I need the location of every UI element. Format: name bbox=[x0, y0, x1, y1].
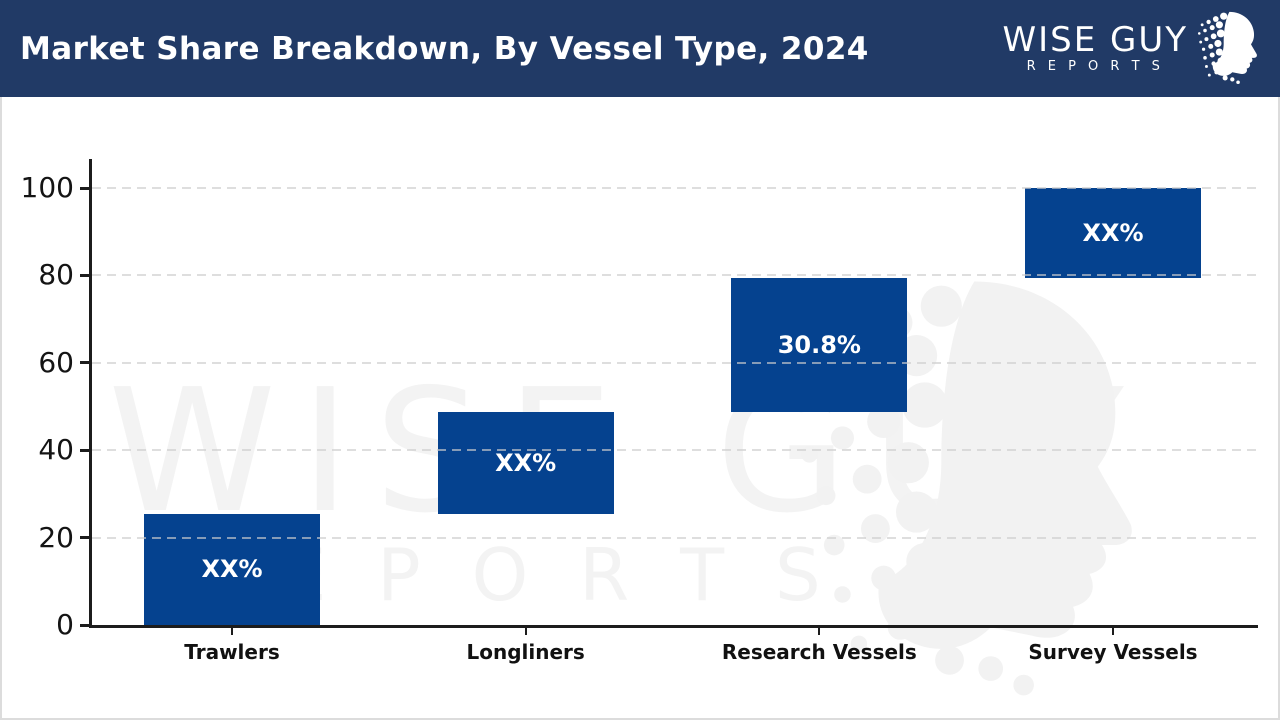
y-tick-label-40: 40 bbox=[38, 433, 74, 467]
y-tick-80 bbox=[80, 273, 90, 277]
gridline-20 bbox=[92, 536, 1258, 539]
y-axis-spine bbox=[89, 159, 92, 627]
gridline-40 bbox=[92, 449, 1258, 452]
bar-value-label-research-vessels: 30.8% bbox=[777, 330, 861, 359]
wiseguy-face-icon bbox=[1197, 11, 1257, 85]
bar-value-label-longliners: XX% bbox=[495, 449, 557, 478]
gridline-80 bbox=[92, 274, 1258, 277]
chart-area: WISE GUY R E P O R T S 0 20 40 60 80 100 XX% Tr… bbox=[0, 97, 1280, 720]
y-tick-60 bbox=[80, 361, 90, 365]
category-label-longliners: Longliners bbox=[466, 640, 585, 664]
bar-longliners: XX% bbox=[437, 412, 614, 514]
bar-value-label-survey-vessels: XX% bbox=[1082, 218, 1144, 247]
y-tick-label-0: 0 bbox=[56, 608, 74, 641]
x-tick-longliners bbox=[524, 627, 527, 635]
category-label-research-vessels: Research Vessels bbox=[721, 640, 917, 664]
gridline-100 bbox=[92, 187, 1258, 189]
plot: 0 20 40 60 80 100 XX% Trawlers XX% Longliners 30.8… bbox=[2, 97, 1278, 718]
logo-text: WISE GUY R E P O R T S bbox=[1002, 19, 1188, 75]
y-tick-label-80: 80 bbox=[38, 258, 74, 292]
x-axis-spine bbox=[89, 625, 1258, 628]
y-tick-label-60: 60 bbox=[38, 345, 74, 379]
y-tick-0 bbox=[80, 623, 90, 627]
category-label-survey-vessels: Survey Vessels bbox=[1028, 640, 1198, 664]
chart-title: Market Share Breakdown, By Vessel Type, … bbox=[20, 30, 869, 67]
logo-name: WISE GUY bbox=[1002, 19, 1188, 60]
bar-survey-vessels: XX% bbox=[1025, 188, 1201, 278]
category-label-trawlers: Trawlers bbox=[184, 640, 280, 664]
y-tick-label-20: 20 bbox=[38, 520, 74, 554]
x-tick-trawlers bbox=[231, 627, 233, 635]
bar-research-vessels: 30.8% bbox=[731, 277, 908, 413]
wiseguy-logo: WISE GUY R E P O R T S bbox=[1002, 9, 1264, 88]
logo-tagline: R E P O R T S bbox=[1026, 59, 1164, 75]
bar-value-label-trawlers: XX% bbox=[201, 555, 263, 584]
y-tick-40 bbox=[80, 448, 90, 452]
header-banner: Market Share Breakdown, By Vessel Type, … bbox=[0, 0, 1280, 97]
x-tick-survey-vessels bbox=[1112, 627, 1114, 635]
bar-trawlers: XX% bbox=[144, 514, 320, 625]
gridline-60 bbox=[92, 361, 1258, 364]
x-tick-research-vessels bbox=[818, 627, 821, 635]
y-tick-20 bbox=[80, 536, 90, 540]
y-tick-100 bbox=[80, 186, 90, 190]
y-tick-label-100: 100 bbox=[20, 171, 74, 204]
